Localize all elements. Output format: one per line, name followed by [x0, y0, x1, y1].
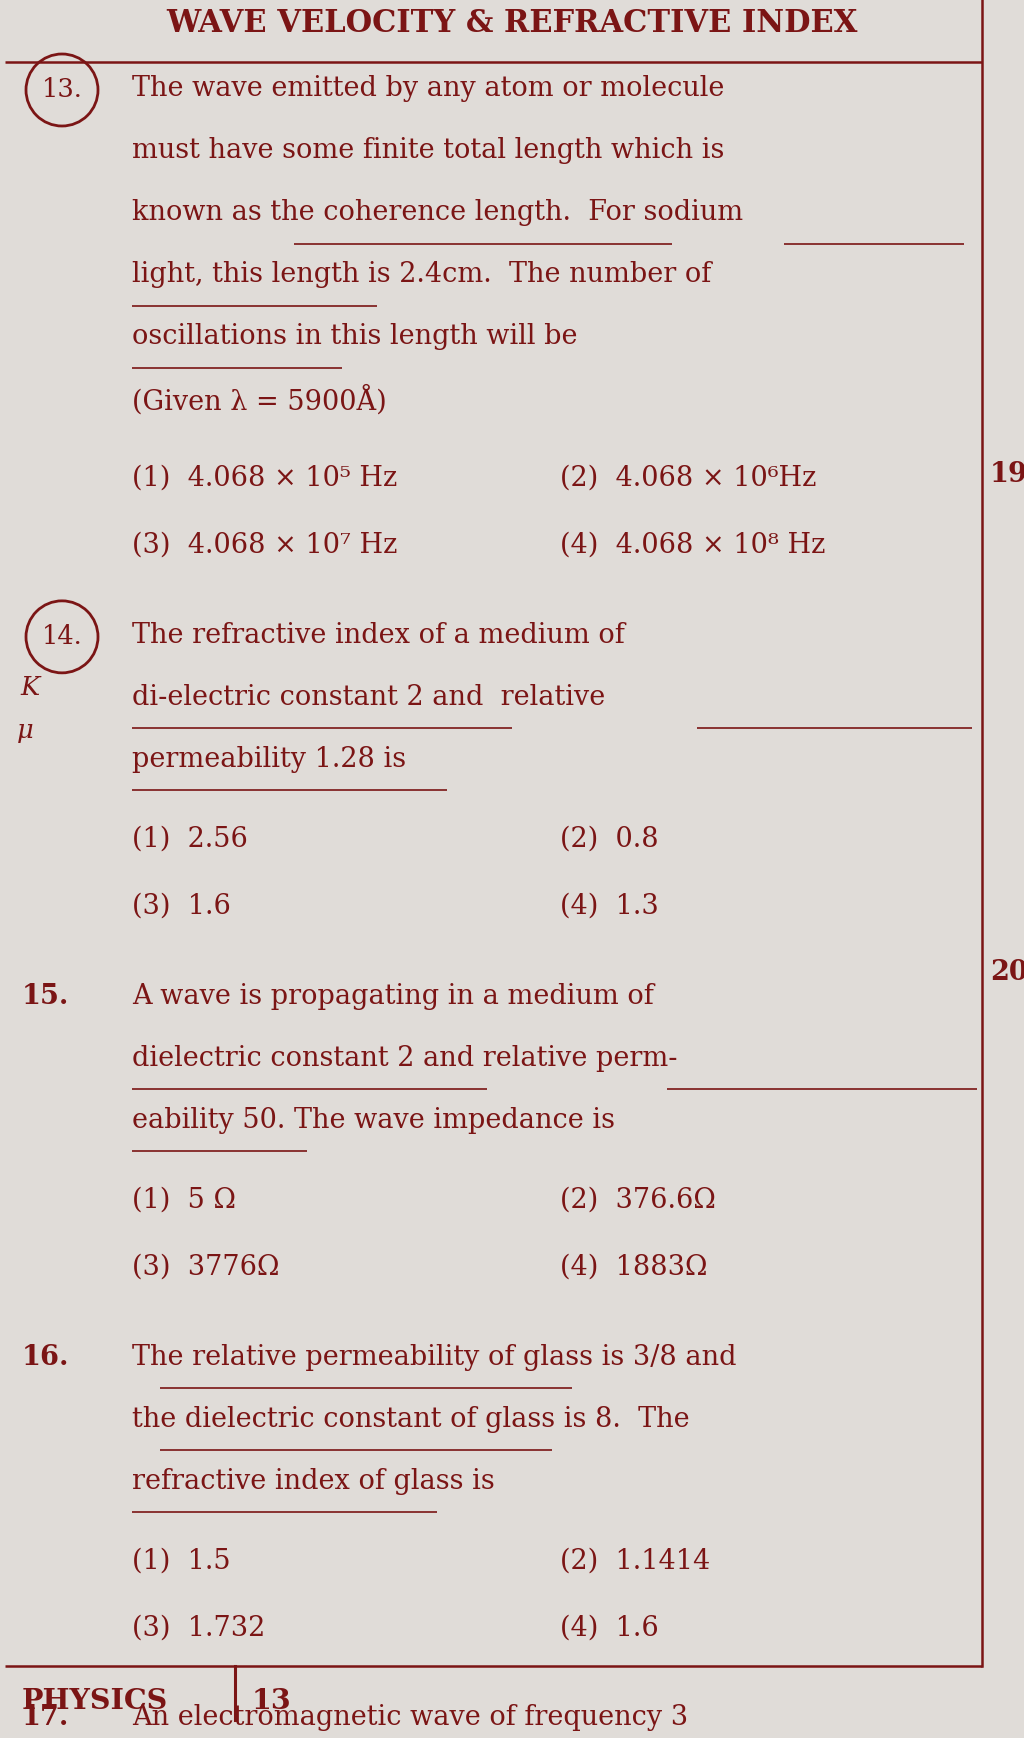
Text: 20.: 20.: [990, 959, 1024, 987]
Text: (2)  376.6Ω: (2) 376.6Ω: [560, 1187, 716, 1213]
Text: (2)  1.1414: (2) 1.1414: [560, 1547, 711, 1575]
Text: (2)  0.8: (2) 0.8: [560, 826, 658, 853]
Text: The relative permeability of glass is 3/8 and: The relative permeability of glass is 3/…: [132, 1343, 736, 1371]
Text: the dielectric constant of glass is 8.  The: the dielectric constant of glass is 8. T…: [132, 1406, 689, 1432]
Text: (2)  4.068 × 10⁶Hz: (2) 4.068 × 10⁶Hz: [560, 466, 816, 492]
Text: refractive index of glass is: refractive index of glass is: [132, 1467, 495, 1495]
Text: 13.: 13.: [42, 78, 83, 103]
Text: An electromagnetic wave of frequency 3: An electromagnetic wave of frequency 3: [132, 1705, 688, 1731]
Text: (1)  1.5: (1) 1.5: [132, 1547, 230, 1575]
Text: (1)  2.56: (1) 2.56: [132, 826, 248, 853]
Text: 13: 13: [252, 1688, 292, 1715]
Text: (1)  5 Ω: (1) 5 Ω: [132, 1187, 236, 1213]
Text: μ: μ: [17, 718, 34, 742]
Text: must have some finite total length which is: must have some finite total length which…: [132, 137, 724, 163]
Text: A wave is propagating in a medium of: A wave is propagating in a medium of: [132, 982, 653, 1010]
Text: oscillations in this length will be: oscillations in this length will be: [132, 323, 578, 349]
Text: (1)  4.068 × 10⁵ Hz: (1) 4.068 × 10⁵ Hz: [132, 466, 397, 492]
Text: The wave emitted by any atom or molecule: The wave emitted by any atom or molecule: [132, 75, 724, 103]
Text: 14.: 14.: [42, 624, 82, 650]
Text: K: K: [20, 674, 39, 700]
Text: (4)  1.6: (4) 1.6: [560, 1615, 658, 1641]
Text: WAVE VELOCITY & REFRACTIVE INDEX: WAVE VELOCITY & REFRACTIVE INDEX: [166, 9, 858, 38]
Text: PHYSICS: PHYSICS: [22, 1688, 168, 1715]
Text: (3)  1.6: (3) 1.6: [132, 893, 230, 919]
Text: eability 50. The wave impedance is: eability 50. The wave impedance is: [132, 1107, 615, 1133]
Text: light, this length is 2.4cm.  The number of: light, this length is 2.4cm. The number …: [132, 261, 712, 289]
Text: dielectric constant 2 and relative perm-: dielectric constant 2 and relative perm-: [132, 1045, 678, 1072]
Text: known as the coherence length.  For sodium: known as the coherence length. For sodiu…: [132, 198, 743, 226]
Text: (3)  4.068 × 10⁷ Hz: (3) 4.068 × 10⁷ Hz: [132, 532, 397, 560]
Text: permeability 1.28 is: permeability 1.28 is: [132, 746, 407, 773]
Text: (3)  1.732: (3) 1.732: [132, 1615, 265, 1641]
Text: 17.: 17.: [22, 1705, 70, 1731]
Text: (4)  1.3: (4) 1.3: [560, 893, 658, 919]
Text: The refractive index of a medium of: The refractive index of a medium of: [132, 622, 625, 648]
Text: (4)  4.068 × 10⁸ Hz: (4) 4.068 × 10⁸ Hz: [560, 532, 825, 560]
Text: 19: 19: [990, 461, 1024, 488]
Text: di-electric constant 2 and  relative: di-electric constant 2 and relative: [132, 683, 605, 711]
Text: (Given λ = 5900Å): (Given λ = 5900Å): [132, 386, 387, 415]
Text: 15.: 15.: [22, 982, 70, 1010]
Text: 16.: 16.: [22, 1343, 70, 1371]
Text: (4)  1883Ω: (4) 1883Ω: [560, 1253, 708, 1281]
Text: (3)  3776Ω: (3) 3776Ω: [132, 1253, 280, 1281]
